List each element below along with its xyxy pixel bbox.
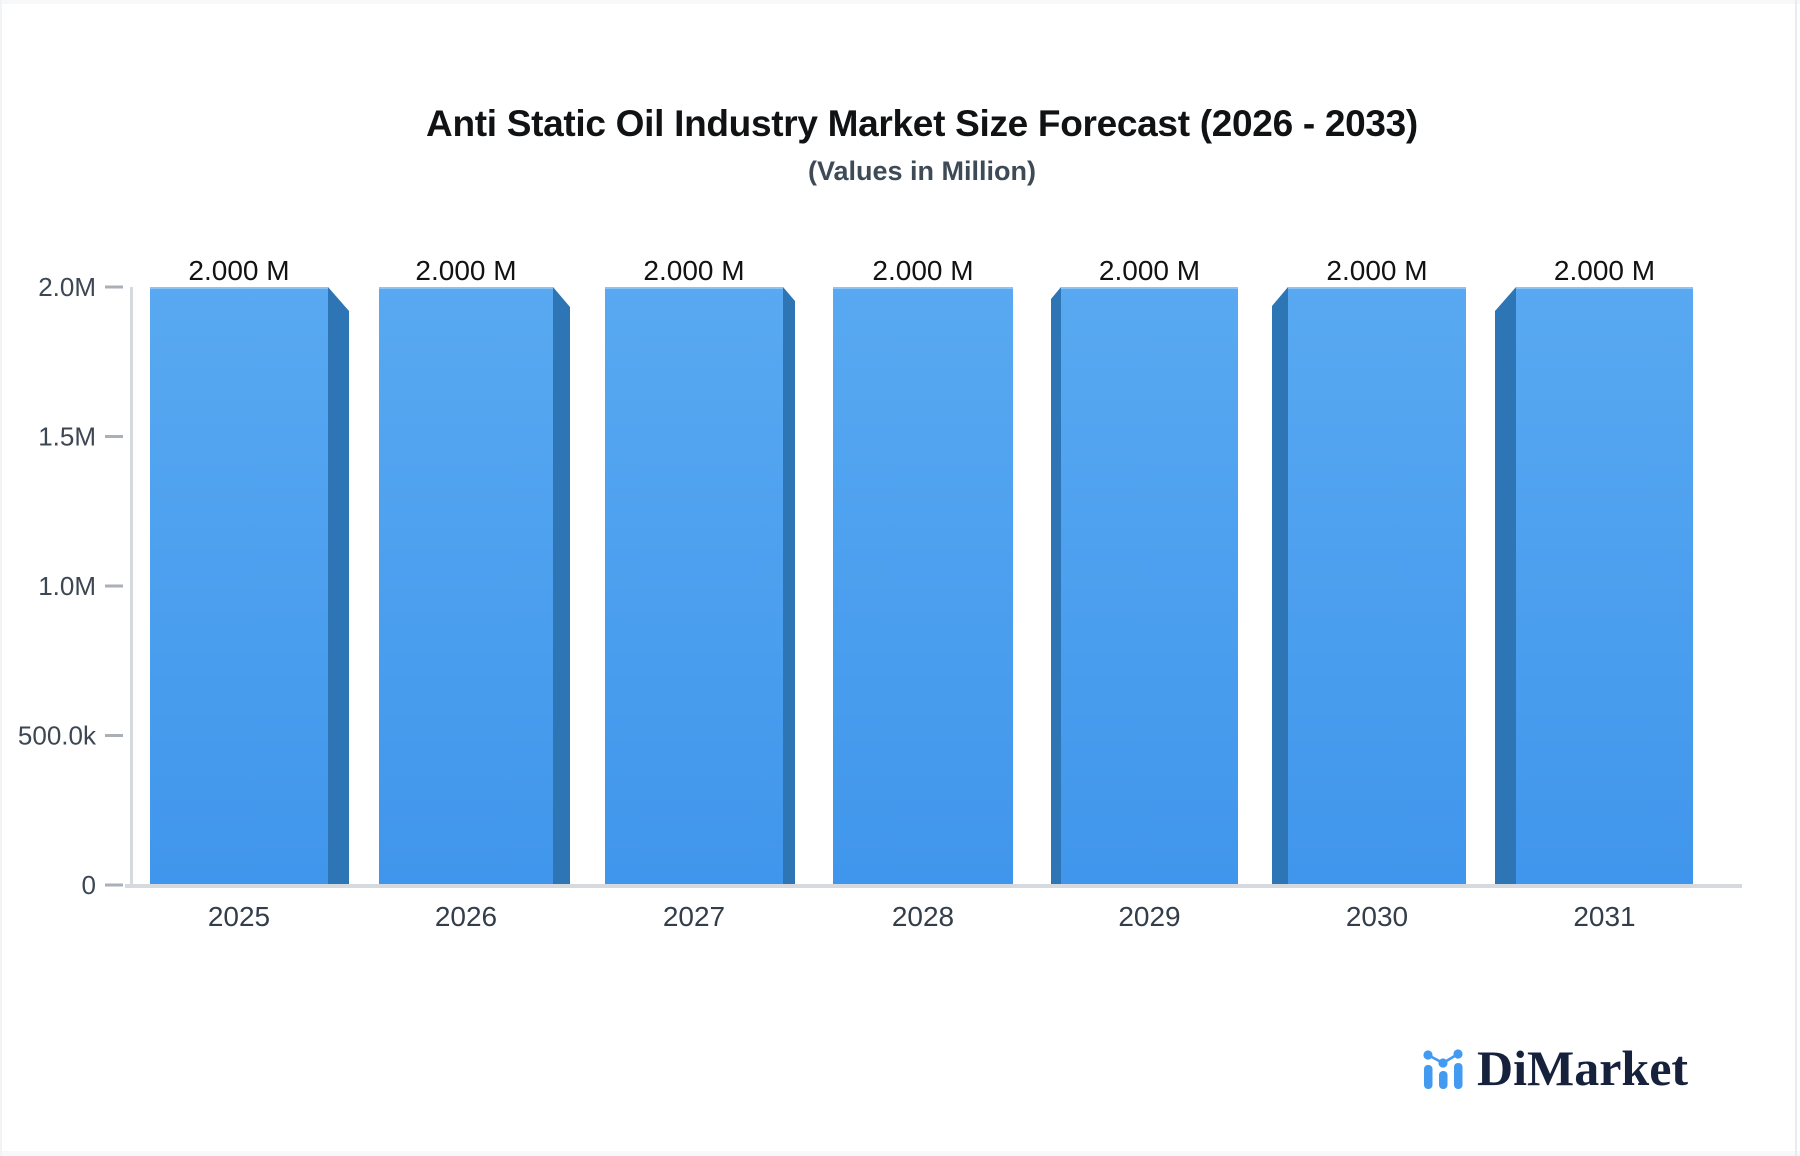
y-tick-label: 2.0M bbox=[38, 272, 96, 302]
bar-value-label: 2.000 M bbox=[415, 255, 516, 286]
y-tick-mark bbox=[105, 285, 123, 289]
y-tick-label: 1.0M bbox=[38, 571, 96, 601]
bar-2029[interactable] bbox=[1061, 287, 1238, 885]
y-tick-mark bbox=[105, 435, 123, 438]
brand-logo: DiMarket bbox=[1423, 1040, 1689, 1096]
bars: 2.000 M 2025 2.000 M 2026 2.000 M 2027 2.000 M… bbox=[150, 255, 1693, 932]
bar-2026[interactable] bbox=[379, 287, 553, 885]
bar-top-highlight bbox=[833, 287, 1013, 289]
bar-value-label: 2.000 M bbox=[643, 255, 744, 286]
bar-2031[interactable] bbox=[1516, 287, 1693, 885]
chart-subtitle: (Values in Million) bbox=[807, 156, 1037, 186]
x-axis-label: 2029 bbox=[1118, 901, 1180, 932]
bar-top-highlight bbox=[1288, 287, 1466, 289]
y-tick-mark bbox=[105, 883, 123, 887]
bar-value-label: 2.000 M bbox=[1326, 255, 1427, 286]
bar-side-3d bbox=[783, 287, 795, 885]
bar-2027[interactable] bbox=[605, 287, 783, 885]
y-tick-mark bbox=[105, 734, 123, 737]
bar-2025[interactable] bbox=[150, 287, 328, 885]
bar-top-highlight bbox=[1061, 287, 1238, 289]
bar-side-3d bbox=[1495, 287, 1516, 885]
frame-edge-right bbox=[1795, 0, 1797, 1156]
bar-2030[interactable] bbox=[1288, 287, 1466, 885]
bar-value-label: 2.000 M bbox=[872, 255, 973, 286]
bar-side-3d bbox=[1051, 287, 1061, 885]
frame-edge-left bbox=[0, 0, 2, 1156]
x-axis-line bbox=[125, 884, 1742, 888]
y-tick-label: 1.5M bbox=[38, 422, 96, 452]
bar-value-label: 2.000 M bbox=[188, 255, 289, 286]
bar-side-3d bbox=[328, 287, 349, 885]
bar-top-highlight bbox=[150, 287, 328, 289]
y-tick-label: 500.0k bbox=[18, 721, 97, 751]
bar-side-3d bbox=[1272, 287, 1288, 885]
y-tick-mark bbox=[105, 584, 123, 588]
y-axis-line bbox=[130, 287, 133, 888]
bar-top-highlight bbox=[379, 287, 553, 289]
bar-line-chart-icon bbox=[1423, 1049, 1463, 1089]
bar-value-label: 2.000 M bbox=[1554, 255, 1655, 286]
chart-title: Anti Static Oil Industry Market Size For… bbox=[426, 103, 1418, 144]
x-axis-label: 2031 bbox=[1573, 901, 1635, 932]
x-axis-label: 2026 bbox=[435, 901, 497, 932]
bar-side-3d bbox=[553, 287, 570, 885]
bar-top-highlight bbox=[1516, 287, 1693, 289]
frame-edge-top bbox=[0, 0, 1800, 4]
bar-2028[interactable] bbox=[833, 287, 1013, 885]
brand-name: DiMarket bbox=[1477, 1040, 1689, 1096]
y-tick-label: 0 bbox=[82, 870, 96, 900]
frame-edge-bottom bbox=[0, 1151, 1800, 1156]
bar-top-highlight bbox=[605, 287, 783, 289]
x-axis-label: 2030 bbox=[1346, 901, 1408, 932]
y-axis: 2.0M 1.5M 1.0M 500.0k 0 bbox=[18, 272, 133, 900]
x-axis-label: 2028 bbox=[892, 901, 954, 932]
x-axis-label: 2025 bbox=[208, 901, 270, 932]
bar-value-label: 2.000 M bbox=[1099, 255, 1200, 286]
x-axis-label: 2027 bbox=[663, 901, 725, 932]
